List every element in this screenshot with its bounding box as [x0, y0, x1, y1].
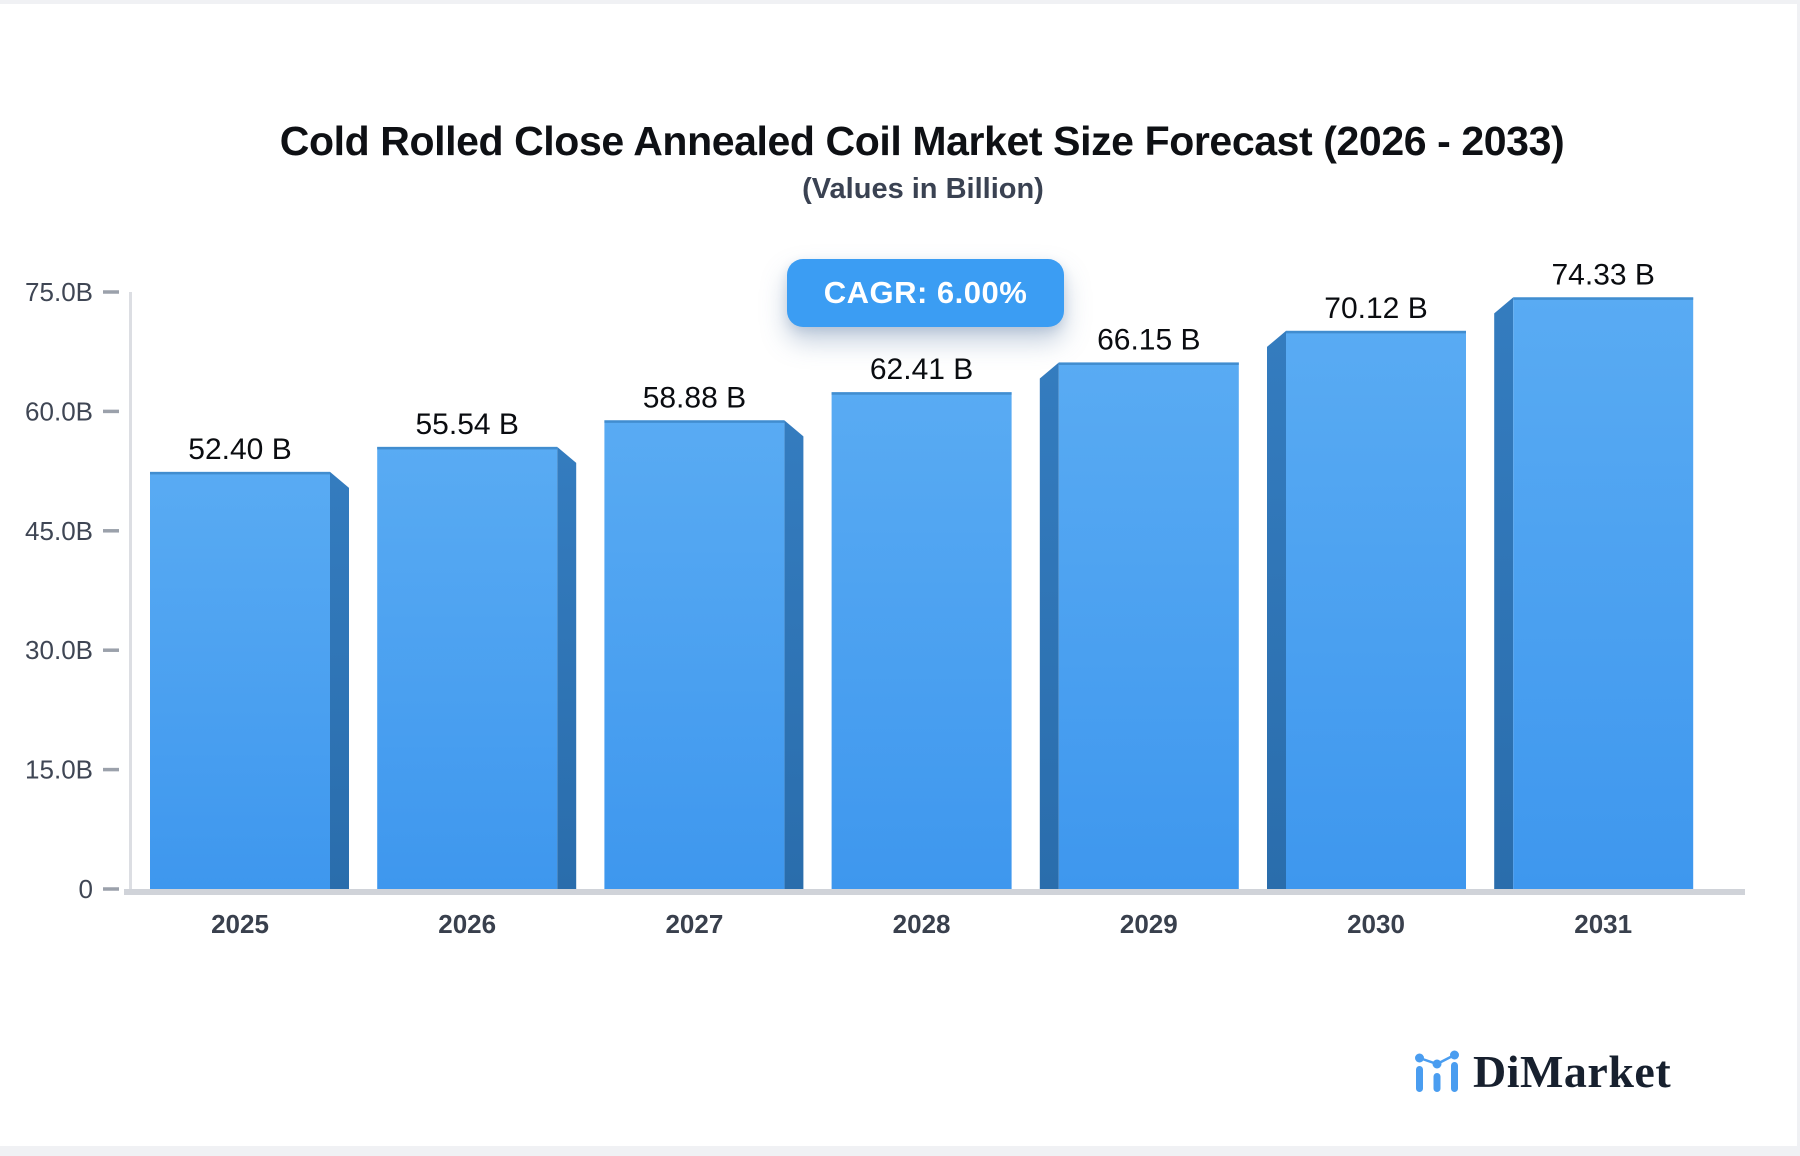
x-tick-label: 2027	[665, 909, 723, 939]
forecast-bar-chart: 0 15.0B 30.0B 45.0B 60.0B 75.0B 52.40 B 2025 55.…	[25, 258, 1745, 939]
brand-name: DiMarket	[1473, 1046, 1672, 1097]
bar-front-face	[1286, 330, 1466, 889]
chart-subtitle: (Values in Billion)	[802, 173, 1044, 205]
bar-value-label: 55.54 B	[415, 408, 518, 441]
x-tick-label: 2031	[1574, 909, 1632, 939]
bar-top-edge	[150, 471, 330, 475]
y-tick-label: 75.0B	[25, 277, 93, 307]
y-tick-label: 60.0B	[25, 396, 93, 426]
x-tick-label: 2029	[1120, 909, 1178, 939]
bar-front-face	[604, 420, 785, 889]
bar-side-face	[557, 446, 577, 889]
y-axis-line	[129, 292, 132, 889]
y-tick-label: 0	[79, 874, 93, 904]
bar-2028[interactable]: 62.41 B	[831, 353, 1012, 889]
y-tick-mark	[103, 409, 119, 414]
bar-front-face	[1058, 362, 1239, 889]
bar-value-label: 66.15 B	[1097, 323, 1200, 356]
bar-2030[interactable]: 70.12 B	[1267, 292, 1466, 889]
x-tick-label: 2026	[438, 909, 496, 939]
bar-side-face	[1267, 330, 1286, 889]
bar-top-edge	[1286, 330, 1466, 334]
bar-front-face	[150, 471, 330, 889]
bar-value-label: 70.12 B	[1324, 292, 1427, 325]
cagr-badge-label: CAGR: 6.00%	[823, 275, 1028, 310]
bar-value-label: 62.41 B	[870, 353, 973, 386]
bar-2029[interactable]: 66.15 B	[1039, 323, 1239, 889]
bar-side-face	[1039, 362, 1059, 889]
bar-side-face	[330, 471, 349, 889]
bar-value-label: 58.88 B	[643, 381, 746, 414]
y-tick-mark	[103, 648, 119, 652]
bar-2025[interactable]: 52.40 B	[150, 433, 349, 889]
y-tick-label: 30.0B	[25, 635, 93, 665]
bar-top-edge	[604, 420, 785, 423]
bar-top-edge	[1058, 362, 1239, 365]
bar-value-label: 52.40 B	[188, 433, 291, 466]
x-axis-baseline	[124, 889, 1745, 895]
y-tick-label: 45.0B	[25, 516, 93, 546]
bar-2026[interactable]: 55.54 B	[377, 408, 577, 889]
y-tick-label: 15.0B	[25, 755, 93, 785]
chart-title: Cold Rolled Close Annealed Coil Market S…	[279, 118, 1565, 164]
y-tick-mark	[103, 529, 119, 533]
bar-2027[interactable]: 58.88 B	[604, 381, 804, 889]
brand-logo: DiMarket	[1414, 1042, 1672, 1097]
cagr-badge: CAGR: 6.00%	[787, 259, 1064, 327]
bar-value-label: 74.33 B	[1551, 258, 1654, 291]
x-tick-label: 2030	[1347, 909, 1405, 939]
y-tick-mark	[103, 767, 119, 772]
bar-top-edge	[831, 392, 1012, 395]
bar-front-face	[377, 446, 558, 889]
mini-bar-chart-icon	[1415, 1050, 1459, 1092]
bar-top-edge	[377, 446, 558, 450]
bar-2031[interactable]: 74.33 B	[1494, 258, 1694, 889]
bar-top-edge	[1513, 297, 1694, 300]
bar-side-face	[1494, 297, 1514, 889]
bar-front-face	[1513, 297, 1694, 889]
y-tick-mark	[103, 290, 119, 294]
x-tick-label: 2028	[893, 909, 951, 939]
bar-side-face	[784, 420, 804, 889]
y-tick-mark	[103, 887, 119, 891]
x-tick-label: 2025	[211, 909, 269, 939]
bar-front-face	[831, 392, 1012, 889]
